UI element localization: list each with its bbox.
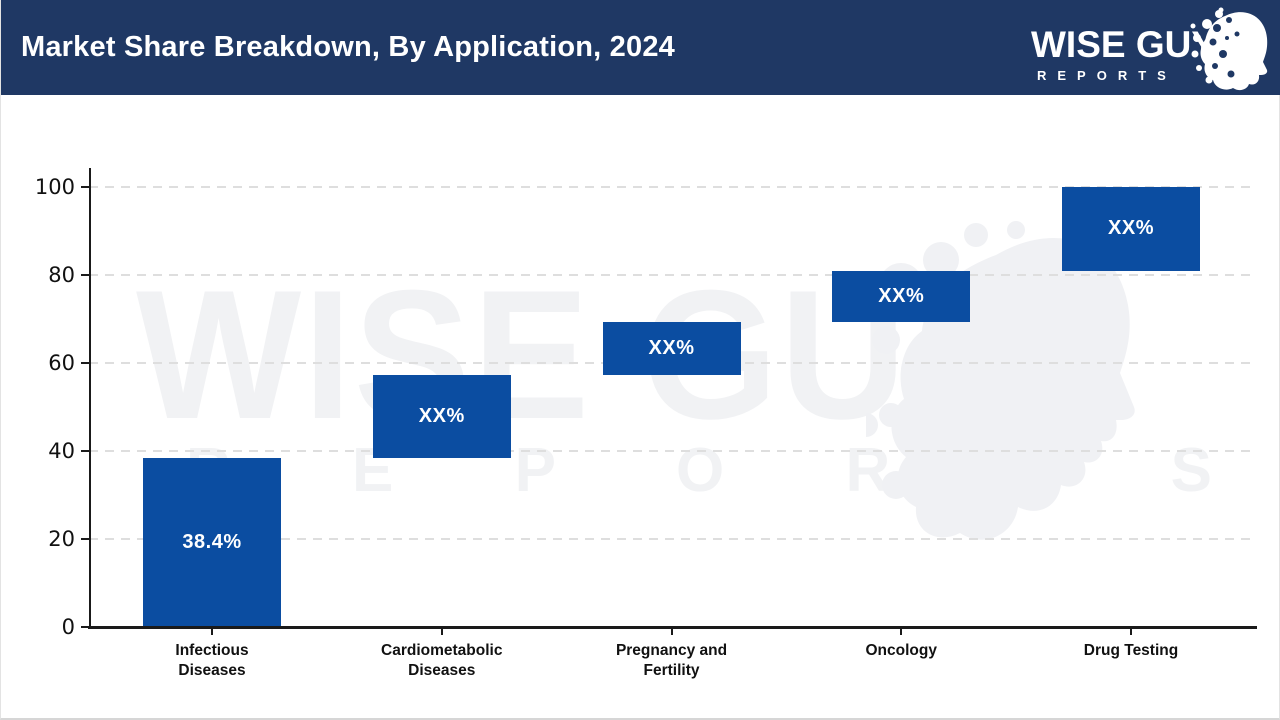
y-tick-label-40: 40: [48, 439, 75, 463]
y-tick-80: [81, 274, 89, 276]
gridline-80: [89, 274, 1257, 276]
logo-head-icon: [1190, 7, 1268, 91]
bar-cardiometabolic-diseases: XX%: [372, 374, 511, 459]
y-tick-label-20: 20: [48, 527, 75, 551]
y-tick-0: [81, 626, 89, 628]
y-tick-label-100: 100: [34, 175, 75, 199]
y-tick-label-80: 80: [48, 263, 75, 287]
logo-wordmark: WISE GUY: [1031, 24, 1217, 65]
y-tick-label-0: 0: [61, 615, 75, 639]
y-tick-label-60: 60: [48, 351, 75, 375]
bar-value-label: XX%: [878, 284, 925, 307]
bar-infectious-diseases: 38.4%: [143, 458, 281, 627]
y-tick-100: [81, 186, 89, 188]
gridline-40: [89, 450, 1257, 452]
x-tick-label-3: Oncology: [865, 642, 937, 659]
x-tick-2: [670, 627, 673, 635]
x-tick-0: [211, 627, 213, 635]
wise-guy-logo: WISE GUY REPORTS: [1021, 0, 1271, 95]
bar-value-label: XX%: [1108, 217, 1154, 240]
y-tick-60: [81, 362, 89, 364]
x-axis-line: [88, 626, 1257, 629]
header-bar: Market Share Breakdown, By Application, …: [1, 0, 1280, 95]
gridline-20: [89, 538, 1257, 540]
x-tick-label-1: Cardiometabolic Diseases: [381, 642, 503, 680]
bar-oncology: XX%: [832, 270, 971, 323]
page-title: Market Share Breakdown, By Application, …: [21, 31, 675, 63]
x-tick-label-4: Drug Testing: [1083, 642, 1179, 659]
x-tick-4: [1130, 627, 1132, 635]
x-tick-label-2: Pregnancy and Fertility: [615, 642, 728, 680]
logo-subtitle: REPORTS: [1037, 68, 1177, 83]
x-tick-label-0: Infectious Diseases: [175, 642, 249, 680]
x-tick-3: [900, 627, 903, 635]
y-tick-20: [81, 538, 89, 540]
gridline-100: [89, 186, 1257, 188]
bar-value-label: 38.4%: [182, 531, 242, 553]
bar-value-label: XX%: [648, 336, 695, 359]
x-tick-1: [440, 627, 443, 635]
y-axis-line: [89, 168, 91, 629]
bar-value-label: XX%: [418, 404, 465, 427]
bar-drug-testing: XX%: [1062, 187, 1200, 271]
bar-pregnancy-and-fertility: XX%: [602, 322, 741, 375]
y-tick-40: [81, 450, 89, 452]
